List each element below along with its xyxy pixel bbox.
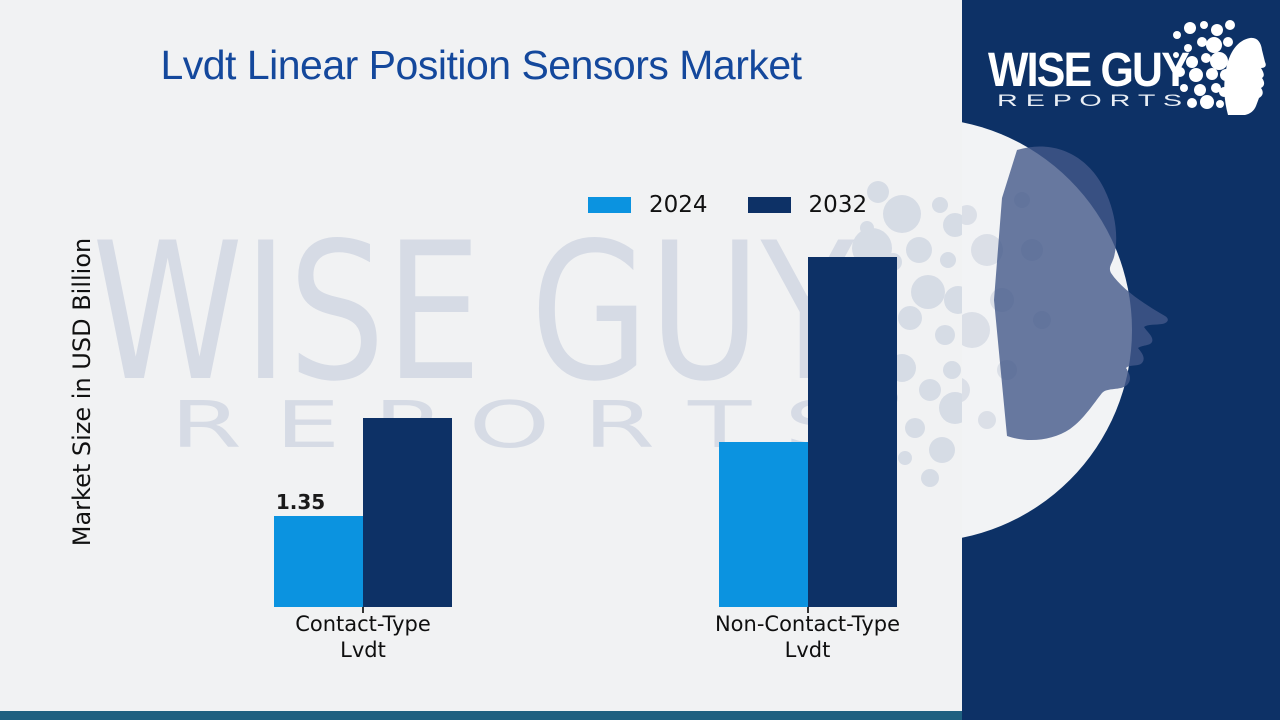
bar-2032-contact-type-lvdt (363, 418, 452, 607)
panel-face-silhouette (994, 146, 1168, 441)
bar-2024-contact-type-lvdt (274, 516, 363, 607)
bar-chart-plot-area: Contact-Type Lvdt Non-Contact-Type Lvdt 1.35 (274, 257, 900, 662)
logo-wiseguy-text: WISE GUY (988, 44, 1190, 97)
category-label: Contact-Type Lvdt (295, 612, 431, 662)
brand-panel-art (962, 122, 1168, 538)
x-axis-tick (362, 607, 364, 613)
bar-2024-non-contact-type-lvdt (718, 442, 808, 607)
legend-label-2032: 2032 (808, 192, 868, 218)
x-axis-tick (806, 607, 809, 613)
bar-2032-non-contact-type-lvdt (807, 257, 897, 607)
legend-swatch-2024 (588, 197, 631, 213)
chart-title: Lvdt Linear Position Sensors Market (160, 42, 802, 88)
legend-label-2024: 2024 (649, 192, 708, 218)
brand-panel: WISE GUY R E P O R T S (962, 0, 1280, 720)
logo-dotted-face-icon (1173, 20, 1266, 115)
legend-swatch-2032 (747, 197, 791, 213)
legend: 2024 2032 (588, 192, 867, 218)
logo-reports-text: R E P O R T S (997, 91, 1182, 110)
bar-value-label: 1.35 (275, 490, 326, 514)
category-label: Non-Contact-Type Lvdt (714, 612, 901, 662)
legend-item-2032: 2032 (747, 192, 868, 218)
watermark-wiseguy-text: WISE GUY (92, 202, 855, 423)
legend-item-2024: 2024 (588, 192, 708, 218)
bottom-accent-bar (0, 711, 1280, 720)
wiseguy-logo: WISE GUY R E P O R T S (988, 20, 1266, 115)
